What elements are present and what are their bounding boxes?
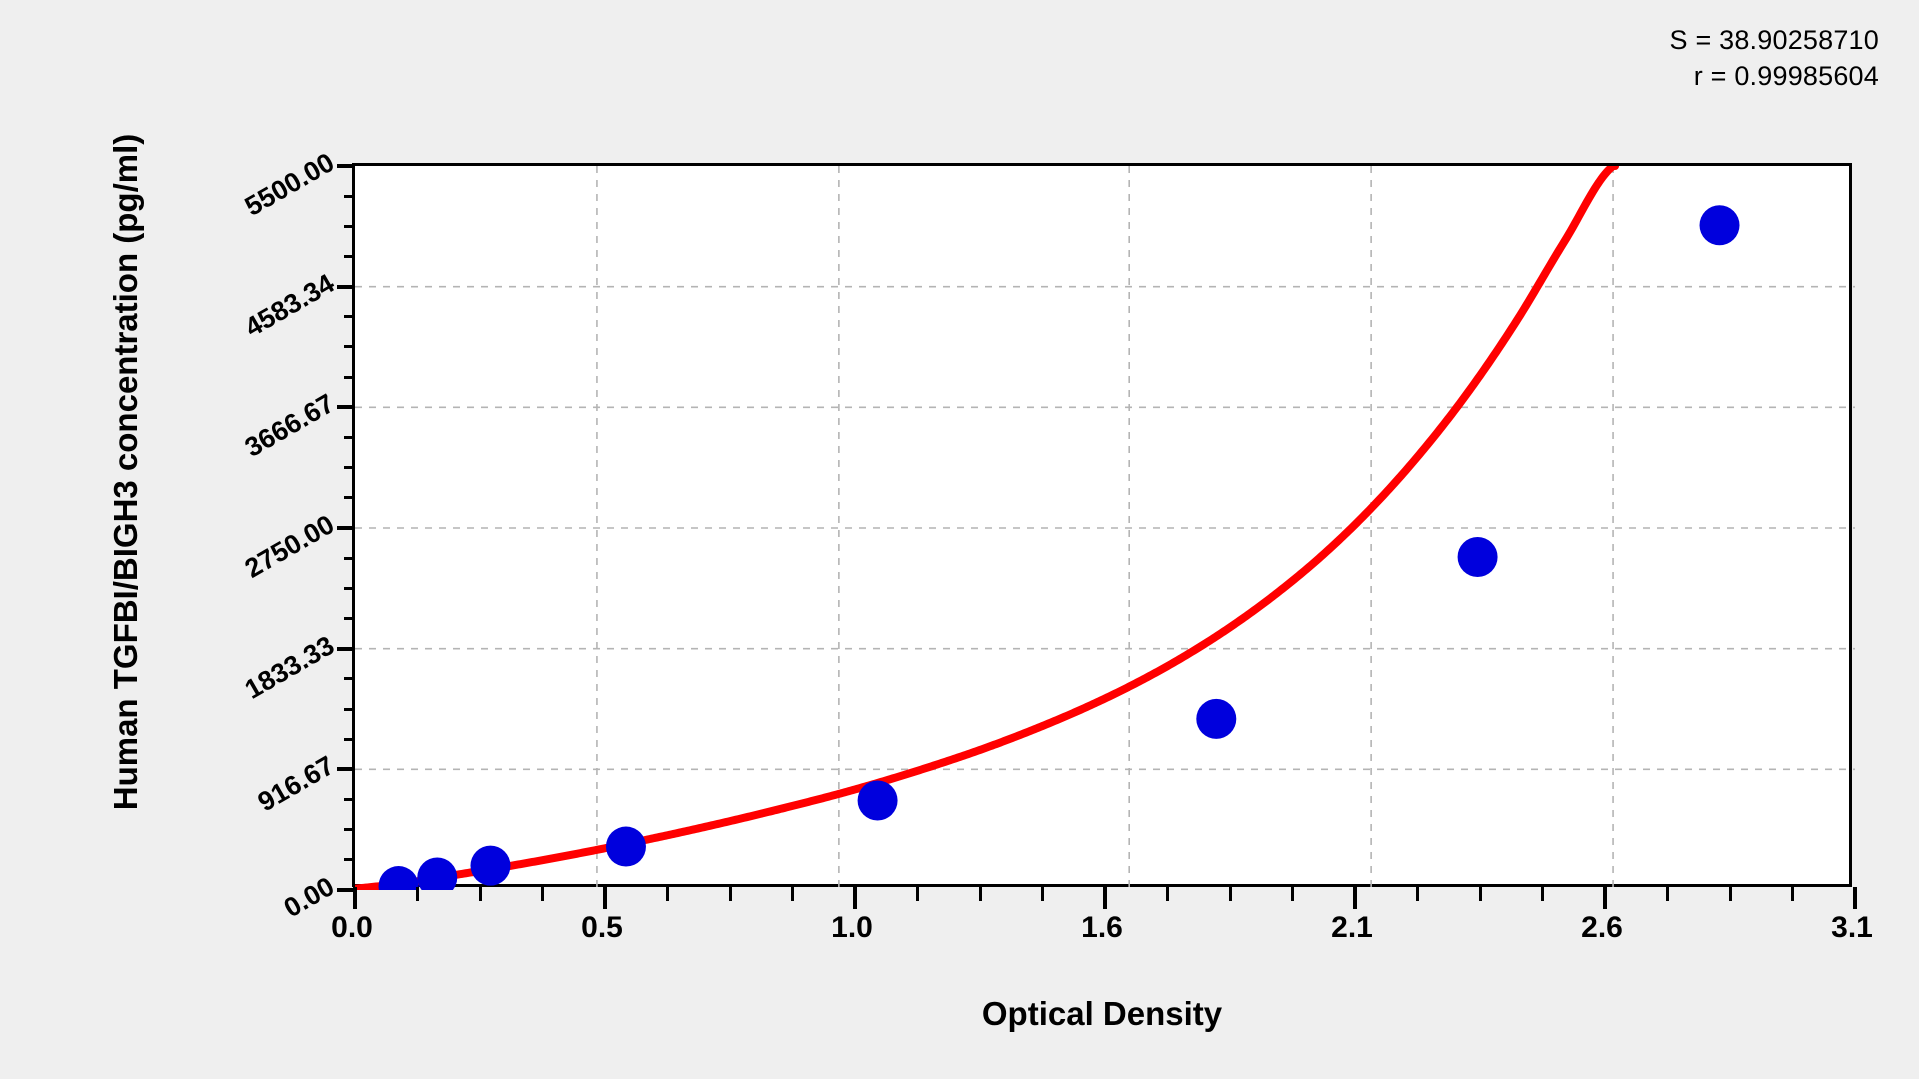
y-tick-label: 1833.33 <box>239 629 340 705</box>
y-tick-major <box>337 405 355 410</box>
fit-curve <box>355 166 1620 890</box>
y-tick-minor <box>344 707 355 711</box>
x-tick-major <box>1853 887 1857 909</box>
x-tick-label: 1.6 <box>1081 911 1123 944</box>
r-statistic: r = 0.99985604 <box>1693 61 1879 92</box>
x-tick-minor <box>1791 887 1794 901</box>
data-points <box>378 205 1740 890</box>
y-tick-minor <box>344 315 355 319</box>
x-tick-minor <box>728 887 732 901</box>
x-tick-major <box>1103 887 1107 909</box>
y-axis-title: Human TGFBI/BIGH3 concentration (pg/ml) <box>107 133 144 811</box>
y-tick-major <box>337 526 355 530</box>
y-tick-label: 0.00 <box>278 871 340 924</box>
y-tick-minor <box>344 194 355 198</box>
y-tick-minor <box>344 254 355 258</box>
x-tick-label: 2.1 <box>1331 911 1373 944</box>
y-tick-minor <box>344 345 355 349</box>
y-tick-minor <box>344 858 355 862</box>
x-tick-label: 3.1 <box>1831 911 1873 944</box>
x-tick-minor <box>1416 887 1419 901</box>
x-tick-minor <box>1041 887 1044 901</box>
y-tick-label: 3666.67 <box>239 388 340 464</box>
y-tick-minor <box>344 496 355 500</box>
data-point <box>605 826 646 867</box>
x-tick-major <box>1603 887 1607 909</box>
x-tick-minor <box>666 887 669 901</box>
plot-area <box>337 163 1857 909</box>
y-tick-label: 5500.00 <box>239 147 340 222</box>
x-tick-minor <box>916 887 919 901</box>
s-statistic: S = 38.90258710 <box>1669 25 1879 55</box>
x-tick-minor <box>1291 887 1294 901</box>
x-tick-minor <box>1478 887 1482 901</box>
x-tick-minor <box>1166 887 1169 901</box>
x-tick-minor <box>1541 887 1544 901</box>
x-tick-minor <box>791 887 794 901</box>
x-tick-minor <box>1666 887 1669 901</box>
x-tick-major <box>353 887 357 909</box>
x-tick-major <box>603 887 607 909</box>
y-tick-minor <box>344 677 355 681</box>
data-point <box>1699 205 1740 246</box>
x-tick-minor <box>541 887 544 901</box>
y-tick-minor <box>344 797 355 801</box>
y-tick-minor <box>344 586 355 590</box>
x-tick-minor <box>1228 887 1232 901</box>
x-tick-minor <box>978 887 982 901</box>
y-tick-label: 916.67 <box>252 750 340 818</box>
y-tick-minor <box>344 556 355 560</box>
y-tick-label: 2750.00 <box>239 509 340 584</box>
data-point <box>417 857 458 890</box>
fit-statistics: S = 38.90258710 r = 0.99985604 <box>1670 22 1879 95</box>
data-point <box>378 866 419 890</box>
y-tick-minor <box>344 466 355 470</box>
y-tick-major <box>337 767 355 772</box>
y-tick-minor <box>344 828 355 832</box>
x-tick-label: 2.6 <box>1581 911 1623 944</box>
data-point <box>1196 698 1237 739</box>
y-tick-major <box>337 646 355 651</box>
x-tick-label: 1.0 <box>831 911 873 944</box>
data-point <box>470 845 511 886</box>
y-tick-minor <box>344 375 355 379</box>
x-axis-title: Optical Density <box>981 995 1223 1032</box>
y-tick-minor <box>344 224 355 228</box>
data-point <box>1457 536 1498 577</box>
plot-graphics <box>355 166 1855 890</box>
fit-curve-path <box>355 166 1620 890</box>
y-tick-minor <box>344 435 355 439</box>
x-tick-minor <box>478 887 482 901</box>
x-tick-major <box>1353 887 1357 909</box>
data-point <box>857 780 898 821</box>
x-tick-minor <box>1728 887 1732 901</box>
x-tick-label: 0.0 <box>331 911 373 944</box>
y-tick-major <box>337 888 355 892</box>
y-tick-major <box>337 284 355 289</box>
gridlines <box>355 166 1855 890</box>
y-tick-minor <box>344 737 355 741</box>
y-tick-major <box>337 164 355 168</box>
x-tick-label: 0.5 <box>581 911 623 944</box>
y-tick-minor <box>344 617 355 620</box>
x-tick-minor <box>416 887 419 901</box>
y-tick-label: 4583.34 <box>239 267 340 343</box>
x-tick-major <box>853 887 857 909</box>
